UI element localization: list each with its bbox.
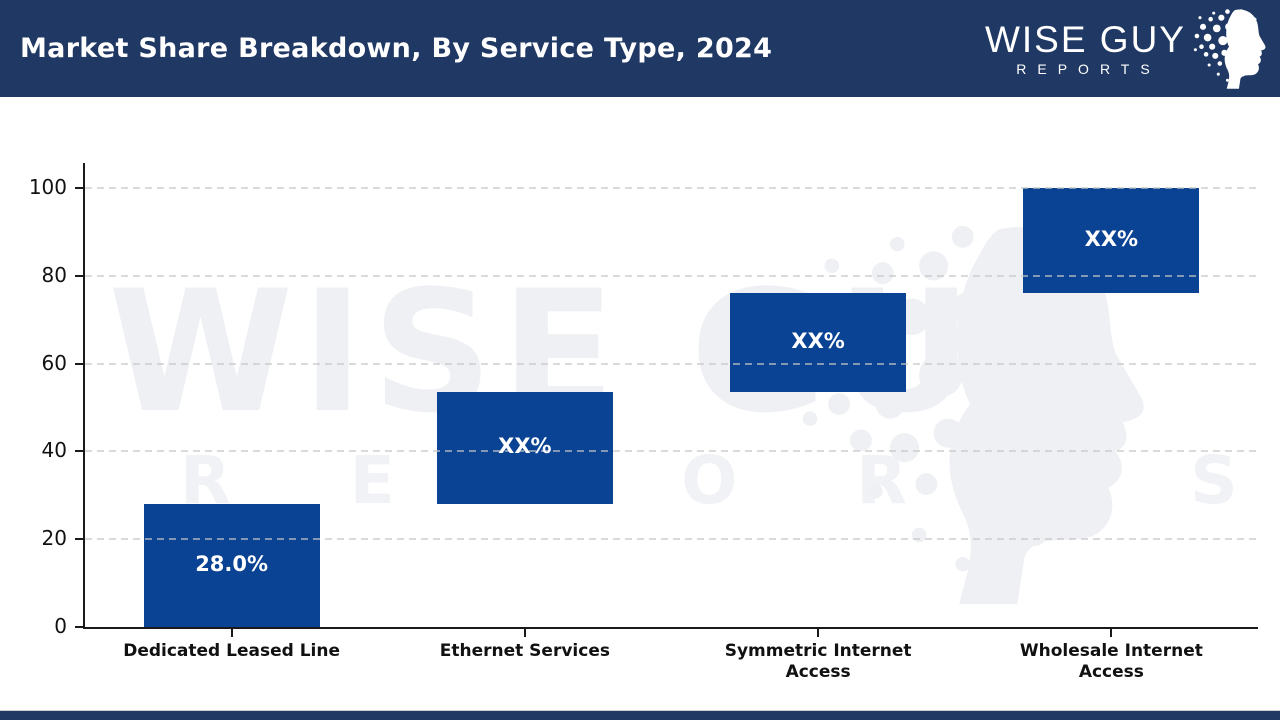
x-axis-tick: [817, 629, 820, 637]
y-tick-label: 20: [41, 526, 67, 551]
bar: [436, 392, 613, 505]
bar-value-label: XX%: [791, 328, 845, 353]
bar: [143, 504, 320, 627]
y-tick-label: 60: [41, 350, 67, 375]
y-axis-tick: [75, 187, 83, 189]
chart-title: Market Share Breakdown, By Service Type,…: [20, 33, 773, 64]
bar-value-label: XX%: [1084, 226, 1139, 251]
grid-line: [85, 538, 1258, 541]
y-axis-line: [83, 163, 85, 629]
x-axis-tick: [523, 629, 526, 637]
grid-line: [85, 362, 1258, 365]
bar-value-label: 28.0%: [195, 551, 269, 576]
y-axis-tick: [75, 274, 83, 277]
header-bar: Market Share Breakdown, By Service Type,…: [0, 0, 1280, 97]
plot-area: 0 20 40 60 80 100 28.0% Dedicated Leased Line XX…: [0, 97, 1280, 711]
category-label: Ethernet Services: [439, 641, 610, 661]
grid-line: [85, 274, 1258, 277]
category-label: Dedicated Leased Line: [123, 641, 341, 661]
grid-line: [85, 187, 1258, 189]
y-axis-tick: [75, 626, 83, 628]
y-axis-tick: [75, 450, 83, 453]
bar-value-label: XX%: [498, 434, 552, 459]
y-tick-label: 0: [54, 614, 67, 638]
footer-bar: [0, 710, 1280, 720]
y-axis-tick: [75, 362, 83, 365]
brand-face-icon: [1193, 9, 1266, 89]
bar: [730, 293, 907, 393]
grid-line: [85, 450, 1258, 453]
brand-logo: WISE GUY REPORTS: [985, 6, 1268, 92]
y-tick-label: 100: [28, 175, 67, 199]
x-axis-tick: [1110, 629, 1113, 637]
brand-logo-text: WISE GUY REPORTS: [984, 18, 1186, 78]
y-axis-tick: [75, 538, 83, 541]
brand-name: WISE GUY: [984, 18, 1186, 60]
category-label: Wholesale Internet Access: [1019, 641, 1203, 683]
x-axis-line: [83, 627, 1258, 629]
y-tick-label: 80: [41, 262, 67, 287]
brand-subname: REPORTS: [1016, 61, 1161, 78]
category-label: Symmetric Internet Access: [724, 641, 912, 683]
y-tick-label: 40: [41, 438, 67, 463]
x-axis-tick: [230, 629, 233, 637]
